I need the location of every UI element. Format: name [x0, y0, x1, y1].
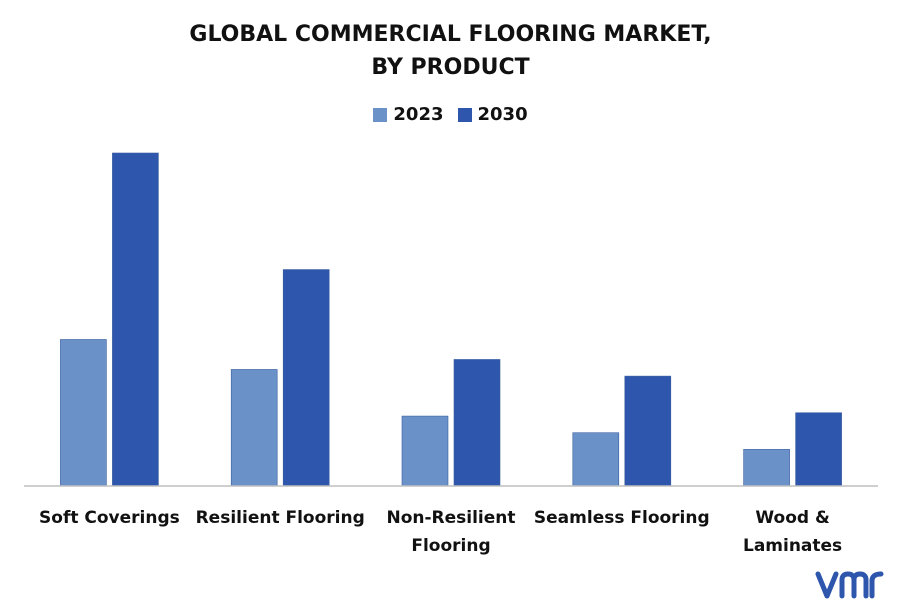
bar-2030-3: [624, 375, 672, 487]
category-label-1: Resilient Flooring: [196, 508, 365, 528]
vmr-logo: [815, 571, 884, 599]
bar-2030-4: [795, 412, 842, 487]
bar-2023-1: [230, 369, 278, 487]
legend-item-2030: 2030: [457, 104, 528, 125]
bar-2023-0: [60, 339, 107, 487]
legend-swatch-2023: [373, 107, 388, 122]
legend-item-2023: 2023: [373, 104, 444, 125]
legend: 2023 2030: [0, 104, 901, 125]
category-label-2: Non-Resilient Flooring: [386, 508, 515, 556]
bar-2030-0: [112, 152, 159, 487]
legend-swatch-2030: [457, 107, 472, 122]
category-label-3: Seamless Flooring: [534, 508, 710, 528]
chart-title-line-1: GLOBAL COMMERCIAL FLOORING MARKET,: [189, 22, 712, 47]
category-label-4: Wood & Laminates: [743, 508, 842, 556]
bar-2023-3: [572, 432, 620, 487]
bar-2030-1: [282, 269, 330, 487]
legend-label-2023: 2023: [393, 104, 444, 125]
bar-2030-2: [453, 359, 501, 487]
bar-2023-4: [743, 449, 790, 487]
chart-title: GLOBAL COMMERCIAL FLOORING MARKET, BY PR…: [0, 18, 901, 84]
chart-title-line-2: BY PRODUCT: [371, 55, 530, 80]
category-label-0: Soft Coverings: [39, 508, 180, 528]
legend-label-2030: 2030: [477, 104, 528, 125]
bar-2023-2: [401, 415, 449, 487]
